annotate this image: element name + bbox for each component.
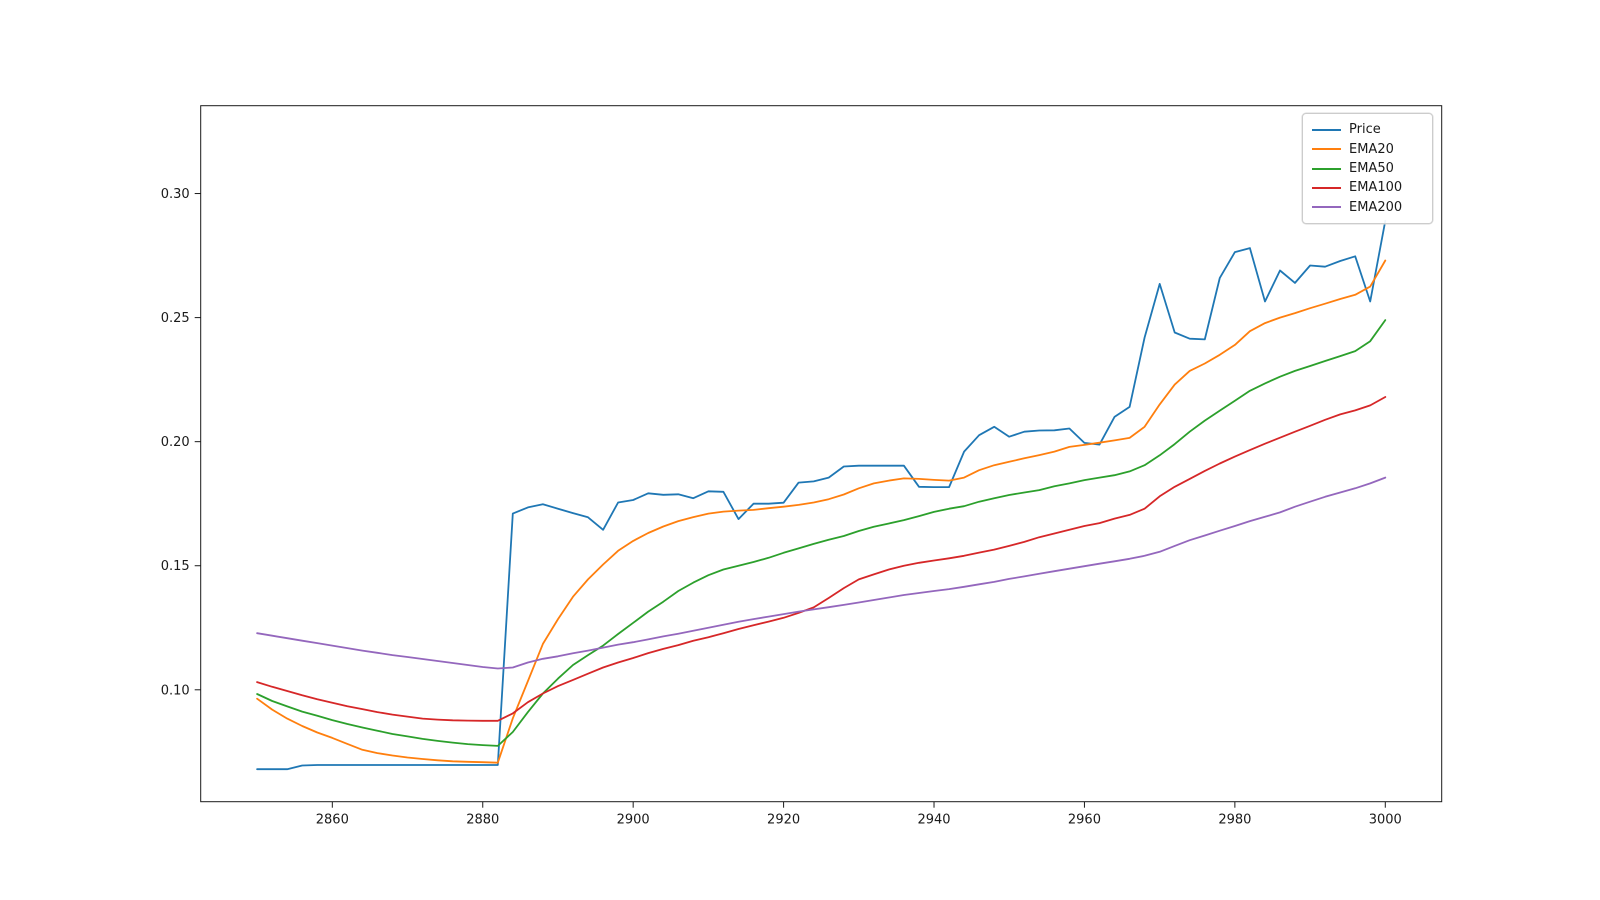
y-tick-label: 0.10 [161,683,190,698]
x-tick-label: 2860 [316,813,349,828]
series-line-price [256,219,1387,771]
legend-line-sample-ema20 [1312,148,1341,151]
legend-label: EMA50 [1349,161,1394,177]
legend-label: EMA200 [1349,199,1403,215]
legend-label: Price [1349,122,1381,138]
y-tick-label: 0.20 [161,435,190,450]
legend-item-price: Price [1312,120,1424,139]
y-tick-label: 0.30 [161,187,190,202]
legend-item-ema200: EMA200 [1312,198,1424,217]
legend: Price EMA20 EMA50 EMA100 EMA200 [1302,113,1433,224]
y-tick-label: 0.25 [161,311,190,326]
legend-label: EMA20 [1349,141,1394,157]
series-line-ema20 [256,259,1387,764]
legend-item-ema100: EMA100 [1312,178,1424,197]
x-tick-label: 2900 [617,813,650,828]
series-line-ema200 [256,476,1387,670]
x-tick-label: 3000 [1369,813,1402,828]
y-tick-label: 0.15 [161,559,190,574]
x-tick-label: 2880 [466,813,499,828]
x-tick-label: 2960 [1068,813,1101,828]
legend-item-ema20: EMA20 [1312,139,1424,158]
x-tick-label: 2940 [917,813,950,828]
legend-line-sample-price [1312,128,1341,131]
legend-line-sample-ema200 [1312,206,1341,209]
legend-line-sample-ema100 [1312,186,1341,189]
x-tick-label: 2920 [767,813,800,828]
series-line-ema100 [256,396,1387,722]
legend-item-ema50: EMA50 [1312,159,1424,178]
legend-label: EMA100 [1349,180,1403,196]
legend-line-sample-ema50 [1312,167,1341,170]
plot-area [200,105,1443,803]
series-line-ema50 [256,319,1387,747]
x-tick-label: 2980 [1218,813,1251,828]
